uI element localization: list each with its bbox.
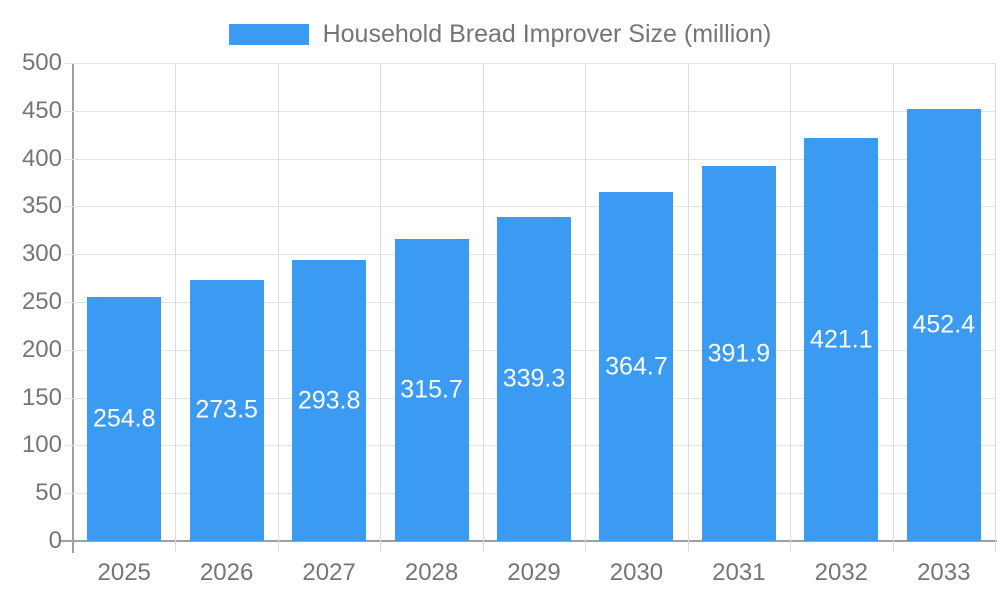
legend-label: Household Bread Improver Size (million) [322, 20, 772, 48]
bar-2028[interactable]: 315.7 [394, 239, 469, 541]
y-tick-label: 200 [21, 335, 62, 363]
h-gridline [65, 110, 995, 112]
x-tick-label-2028: 2028 [404, 559, 459, 586]
plot-area: 254.8 273.5 293.8 315.7 339.3 364.7 391.9 421.1… [65, 63, 996, 552]
bar-2029[interactable]: 339.3 [497, 216, 571, 541]
legend[interactable]: Household Bread Improver Size (million) [0, 20, 1000, 49]
bar-2030[interactable]: 364.7 [599, 192, 674, 541]
bar-value-label: 315.7 [400, 375, 463, 404]
y-tick-label: 300 [21, 240, 62, 268]
y-axis-line [72, 63, 74, 553]
y-tick-label: 250 [21, 288, 62, 315]
h-gridline [65, 63, 995, 64]
bar-2032[interactable]: 421.1 [804, 138, 879, 541]
bar-2033[interactable]: 452.4 [906, 108, 981, 541]
y-tick-label: 100 [21, 431, 62, 459]
v-gridline [585, 63, 587, 552]
v-gridline [995, 63, 996, 552]
x-tick-label-2030: 2030 [609, 559, 664, 586]
x-tick-label-2025: 2025 [97, 559, 151, 586]
bar-value-label: 364.7 [605, 352, 668, 381]
y-tick-label: 450 [21, 96, 62, 124]
v-gridline [380, 63, 382, 552]
x-tick-label-2032: 2032 [814, 559, 869, 586]
h-gridline [65, 206, 995, 208]
y-tick-label: 150 [21, 383, 62, 411]
bar-value-label: 293.8 [297, 386, 361, 415]
v-gridline [687, 63, 689, 552]
bar-2026[interactable]: 273.5 [189, 279, 264, 541]
v-gridline [175, 63, 177, 552]
v-gridline [892, 63, 894, 552]
bar-value-label: 339.3 [502, 364, 566, 393]
bar-value-label: 254.8 [92, 404, 156, 433]
bar-value-label: 391.9 [707, 339, 771, 368]
v-gridline [277, 63, 279, 552]
h-gridline [65, 158, 995, 160]
y-tick-label: 0 [48, 527, 62, 554]
x-tick-label-2027: 2027 [302, 559, 356, 586]
legend-swatch [228, 24, 309, 45]
bar-2031[interactable]: 391.9 [701, 166, 776, 541]
x-axis-line [61, 540, 997, 542]
x-tick-label-2029: 2029 [507, 559, 561, 586]
v-gridline [482, 63, 484, 552]
x-tick-label-2026: 2026 [199, 559, 254, 586]
y-tick-label: 500 [21, 49, 62, 76]
y-tick-label: 350 [21, 192, 62, 220]
bar-value-label: 421.1 [810, 325, 873, 354]
bar-value-label: 273.5 [195, 395, 258, 424]
bar-2027[interactable]: 293.8 [292, 260, 367, 541]
y-tick-label: 50 [35, 479, 62, 507]
bar-value-label: 452.4 [912, 310, 976, 339]
bar-2025[interactable]: 254.8 [87, 297, 162, 541]
v-gridline [790, 63, 792, 552]
y-tick-label: 400 [21, 144, 62, 172]
x-tick-label-2033: 2033 [917, 559, 971, 586]
x-tick-label-2031: 2031 [712, 559, 766, 586]
